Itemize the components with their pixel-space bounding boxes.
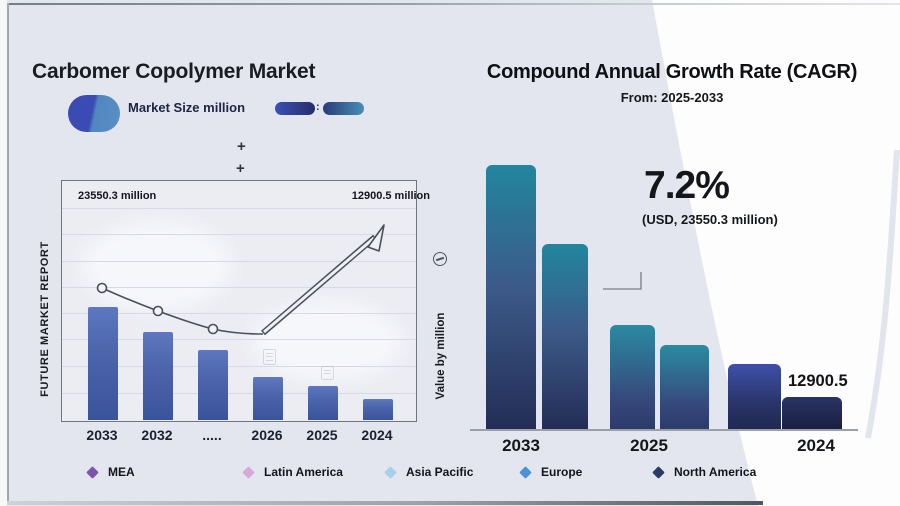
cagr-bar-2025-1 [610, 325, 655, 430]
legend-item-asia-pacific: Asia Pacific [384, 465, 474, 479]
frame-bottom-line [7, 501, 763, 505]
gridline [62, 393, 416, 394]
market-size-bar-..... [198, 350, 228, 420]
frame-top-line [7, 3, 900, 5]
cagr-tick-2025: 2025 [630, 436, 668, 455]
cloud-decoration [252, 301, 402, 381]
value-label-left: 23550.3 million [78, 190, 157, 202]
legend-item-north-america: North America [652, 465, 757, 479]
plus-decoration-icon: + [237, 138, 246, 155]
gridline [62, 208, 416, 209]
latin-america-diamond-icon [242, 465, 255, 479]
market-size-bar-2024 [363, 399, 393, 420]
europe-diamond-icon [519, 465, 532, 479]
cagr-tick-2024: 2024 [797, 436, 835, 455]
step-bracket-decoration [603, 272, 642, 290]
x-tick-2032: 2032 [141, 427, 173, 443]
asia-pacific-diamond-icon [384, 465, 397, 479]
legend-label: Europe [541, 465, 583, 479]
watermark-vertical-text: FUTURE MARKET REPORT [39, 241, 51, 397]
cagr-value: 7.2% [644, 164, 730, 207]
clipboard-sketch-icon [321, 366, 334, 380]
mea-diamond-icon [86, 465, 99, 479]
gridline [62, 261, 416, 262]
legend-label: North America [674, 465, 757, 479]
market-size-label: Market Size million [128, 100, 246, 115]
legend-item-mea: MEA [86, 465, 135, 479]
market-size-bar-2025 [308, 386, 338, 420]
x-tick-2024: 2024 [361, 427, 393, 443]
market-size-pill-icon [68, 95, 120, 132]
cagr-bar-2033-1 [486, 165, 536, 430]
cagr-bar-chart [460, 150, 870, 430]
x-tick-2025: 2025 [306, 427, 338, 443]
gridline [62, 339, 416, 340]
ratio-pill-left-icon [275, 102, 315, 115]
cagr-bar-2024-1 [728, 364, 781, 430]
legend-item-europe: Europe [519, 465, 583, 479]
ratio-pill-right-icon [323, 102, 364, 115]
legend-label: MEA [108, 465, 135, 479]
ratio-separator: : [316, 101, 320, 113]
plus-decoration-icon: + [236, 160, 245, 177]
x-tick-2033: 2033 [86, 427, 118, 443]
clipboard-sketch-icon [263, 349, 276, 365]
trend-line-and-arrow [96, 224, 385, 336]
bar-value-label: 12900.5 [788, 372, 848, 390]
page-title: Carbomer Copolymer Market [32, 60, 316, 83]
x-tick-ellipsis: ..... [202, 427, 222, 443]
value-label-right: 12900.5 million [351, 190, 430, 202]
legend-label: Latin America [264, 465, 343, 479]
left-margin [0, 0, 7, 506]
cagr-x-axis [470, 429, 858, 431]
gridline [62, 366, 416, 367]
cloud-decoration [82, 221, 232, 311]
cagr-title: Compound Annual Growth Rate (CAGR) [486, 61, 858, 83]
cagr-tick-2033: 2033 [502, 436, 540, 455]
market-size-bar-2033 [88, 307, 118, 420]
legend-item-latin-america: Latin America [242, 465, 343, 479]
cagr-bar-2025-2 [660, 345, 709, 430]
gridline [62, 234, 416, 235]
cagr-caption: (USD, 23550.3 million) [642, 212, 778, 227]
market-size-chart: 23550.3 million 12900.5 million [61, 180, 430, 422]
x-tick-2026: 2026 [251, 427, 283, 443]
cagr-bar-2033-2 [542, 244, 588, 430]
north-america-diamond-icon [652, 465, 665, 479]
market-size-bar-2032 [143, 332, 173, 420]
y-axis-label: Value by million [435, 312, 447, 400]
legend-label: Asia Pacific [406, 465, 474, 479]
market-size-bar-2026 [253, 377, 283, 420]
gridline [62, 287, 416, 288]
cagr-bar-2024-2 [782, 397, 842, 430]
cagr-subtitle: From: 2025-2033 [620, 90, 724, 105]
gridline [62, 313, 416, 314]
frame-left-line [7, 3, 9, 503]
